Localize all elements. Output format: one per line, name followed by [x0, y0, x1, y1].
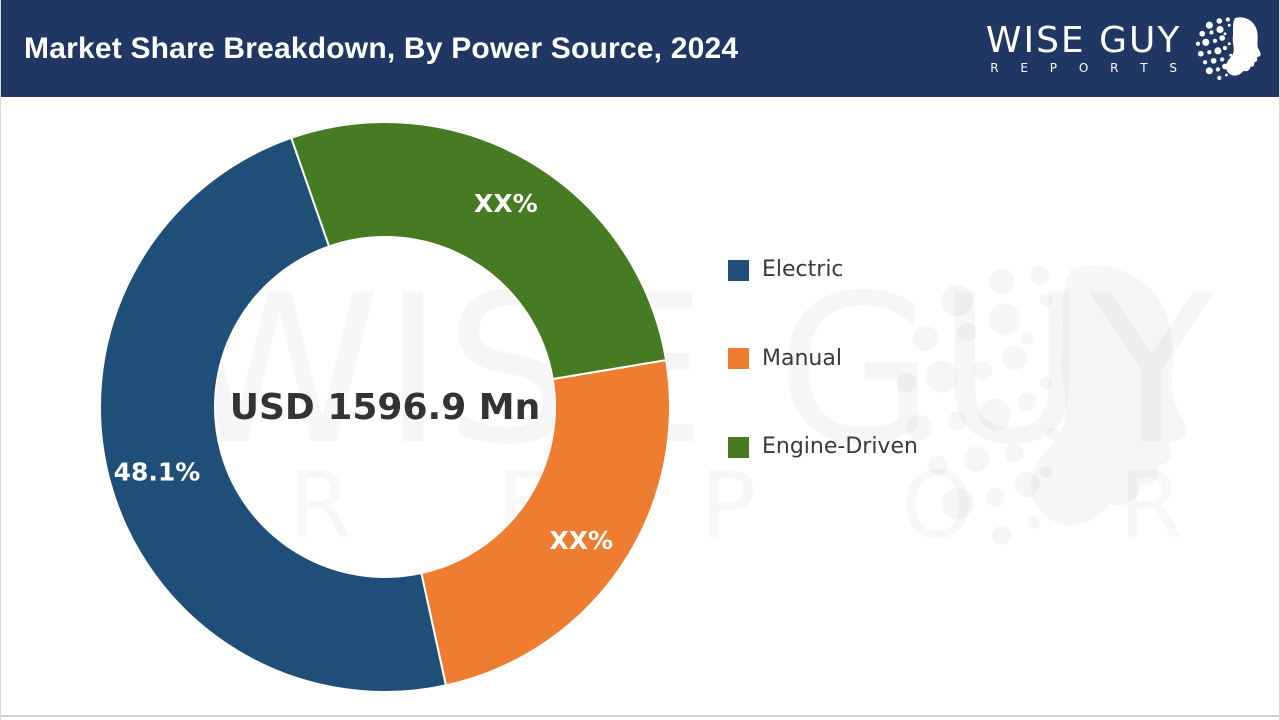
slice-value-label-electric: 48.1% — [114, 457, 201, 486]
slice-value-label-engine-driven: XX% — [474, 189, 538, 218]
legend-label-engine-driven: Engine-Driven — [762, 434, 918, 460]
legend-item-electric: Electric — [728, 256, 918, 285]
legend-item-manual: Manual — [728, 345, 918, 374]
pie-slice-electric — [99, 136, 448, 693]
legend-label-electric: Electric — [762, 257, 844, 282]
brand-face-icon — [1195, 17, 1261, 81]
slice-value-label-manual: XX% — [549, 526, 613, 555]
legend-swatch-engine-driven — [728, 436, 749, 458]
header: Market Share Breakdown, By Power Source,… — [0, 0, 1280, 97]
legend-item-engine-driven: Engine-Driven — [728, 433, 918, 462]
page-title: Market Share Breakdown, By Power Source,… — [24, 31, 739, 65]
chart-legend: Electric Manual Engine-Driven — [728, 256, 918, 462]
brand-logo-text: WISE GUY R E P O R T S — [981, 21, 1186, 76]
legend-swatch-electric — [728, 259, 749, 281]
brand-reports-label: R E P O R T S — [990, 61, 1186, 76]
legend-swatch-manual — [728, 348, 749, 370]
brand-wordmark: WISE GUY — [985, 19, 1182, 61]
chart-center-value: USD 1596.9 Mn — [229, 387, 541, 428]
legend-label-manual: Manual — [762, 345, 842, 371]
pie-slice-manual — [420, 358, 671, 687]
pie-slice-engine-driven — [289, 121, 668, 381]
brand-logo: WISE GUY R E P O R T S — [981, 6, 1262, 90]
